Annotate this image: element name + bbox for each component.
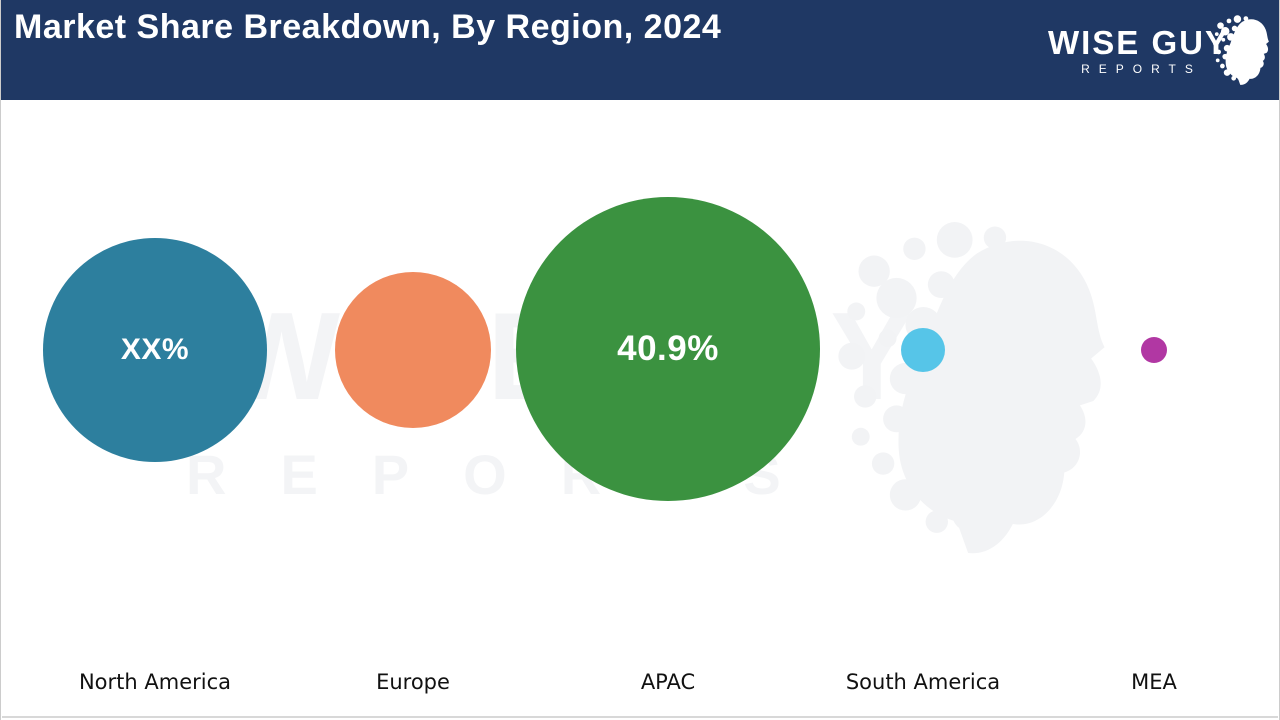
bottom-divider bbox=[2, 716, 1278, 718]
logo-subtext: REPORTS bbox=[1081, 62, 1202, 76]
watermark-head-icon bbox=[802, 222, 1170, 562]
chart-area: WISE GUY REPORTS XX%North AmericaEurope4… bbox=[2, 100, 1278, 720]
page-title: Market Share Breakdown, By Region, 2024 bbox=[14, 8, 722, 46]
bubble-south-america bbox=[901, 328, 945, 372]
header-bar: Market Share Breakdown, By Region, 2024 … bbox=[1, 0, 1279, 100]
category-label-north-america: North America bbox=[78, 670, 232, 694]
bubble-value-label: 40.9% bbox=[617, 329, 719, 368]
bubble-north-america: XX% bbox=[43, 238, 267, 462]
bubble-europe bbox=[335, 272, 491, 428]
category-label-apac: APAC bbox=[640, 670, 696, 694]
category-label-south-america: South America bbox=[845, 670, 1001, 694]
logo-text: WISE GUY REPORTS bbox=[1048, 26, 1229, 76]
category-label-europe: Europe bbox=[376, 670, 450, 694]
bubble-value-label: XX% bbox=[120, 333, 190, 366]
bubble-apac: 40.9% bbox=[516, 197, 820, 501]
wiseguy-logo: WISE GUY REPORTS bbox=[1048, 8, 1275, 94]
logo-wordmark: WISE GUY bbox=[1047, 24, 1229, 61]
bubble-mea bbox=[1141, 337, 1167, 363]
wiseguy-head-icon bbox=[1213, 15, 1275, 87]
category-label-mea: MEA bbox=[1131, 670, 1177, 694]
